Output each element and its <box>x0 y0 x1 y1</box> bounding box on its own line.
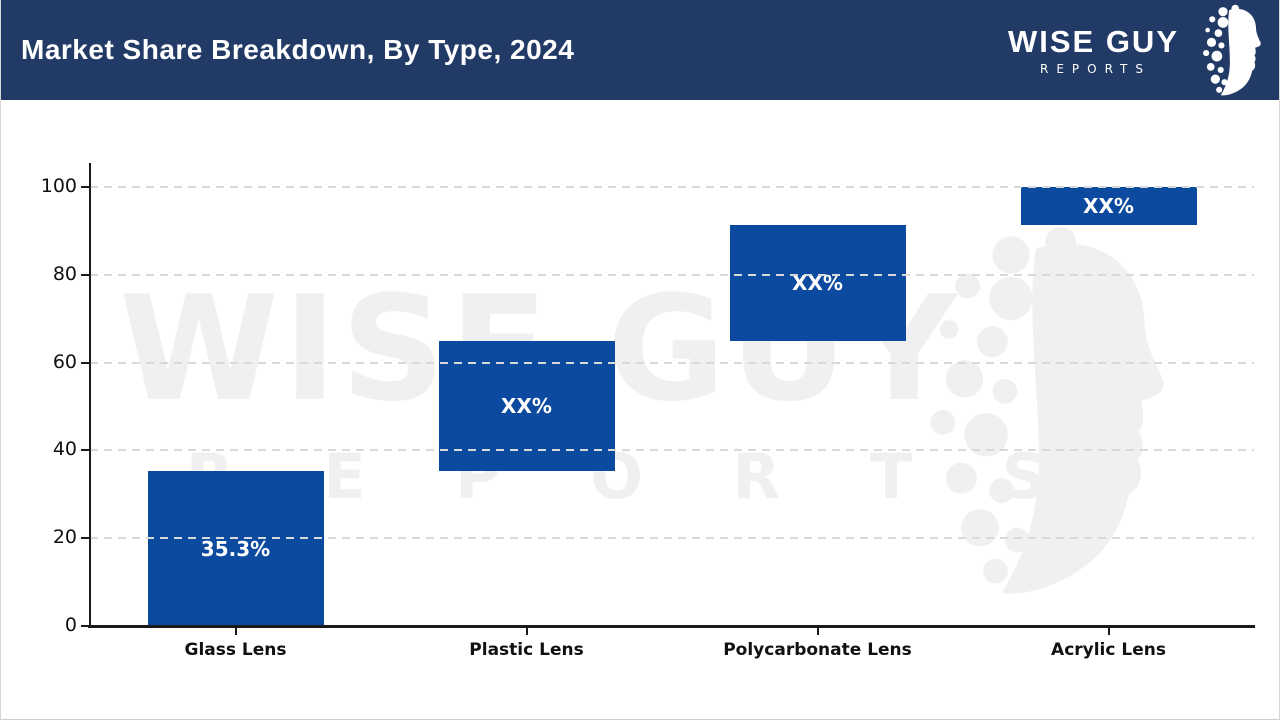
logo-wordmark: WISE GUY REPORTS <box>1008 26 1179 75</box>
page-title: Market Share Breakdown, By Type, 2024 <box>21 34 575 65</box>
y-axis-tick <box>81 625 89 627</box>
x-axis-line <box>88 625 1255 628</box>
brand-logo: WISE GUY REPORTS <box>1008 4 1265 96</box>
y-axis-tick <box>81 273 89 276</box>
bar-glass-lens: 35.3% <box>147 471 324 626</box>
x-axis-tick <box>1107 628 1110 635</box>
logo-head-icon <box>1203 4 1261 96</box>
y-tick-label: 100 <box>40 175 77 197</box>
y-tick-label: 20 <box>52 526 77 549</box>
gridline <box>90 361 1254 364</box>
bar-value-label: XX% <box>1083 194 1134 219</box>
bar-value-label: XX% <box>501 394 552 419</box>
y-axis-tick <box>81 361 89 364</box>
bar-polycarbonate-lens: XX% <box>729 225 906 342</box>
y-axis-tick <box>81 537 89 540</box>
category-label: Plastic Lens <box>469 640 584 660</box>
category-label: Acrylic Lens <box>1051 640 1166 660</box>
category-label: Glass Lens <box>184 640 287 660</box>
gridline <box>90 449 1254 452</box>
logo-subtitle: REPORTS <box>1039 61 1151 76</box>
y-tick-label: 80 <box>52 262 77 285</box>
gridline <box>90 537 1254 540</box>
category-label: Polycarbonate Lens <box>723 640 912 660</box>
gridline <box>90 273 1254 276</box>
y-axis-tick <box>81 186 89 188</box>
x-axis-tick <box>816 628 819 635</box>
bar-plastic-lens: XX% <box>438 341 615 472</box>
header: Market Share Breakdown, By Type, 2024 WI… <box>1 0 1279 100</box>
logo-name: WISE GUY <box>1007 23 1179 59</box>
y-tick-label: 40 <box>52 438 77 461</box>
y-axis-tick <box>81 449 89 452</box>
gridline <box>90 186 1254 188</box>
bar-acrylic-lens: XX% <box>1020 187 1197 226</box>
y-tick-label: 0 <box>64 614 77 636</box>
y-axis-line <box>89 163 91 628</box>
x-axis-tick <box>525 628 528 635</box>
x-axis-tick <box>234 628 237 635</box>
y-tick-label: 60 <box>52 350 77 373</box>
bar-value-label: 35.3% <box>200 536 271 561</box>
